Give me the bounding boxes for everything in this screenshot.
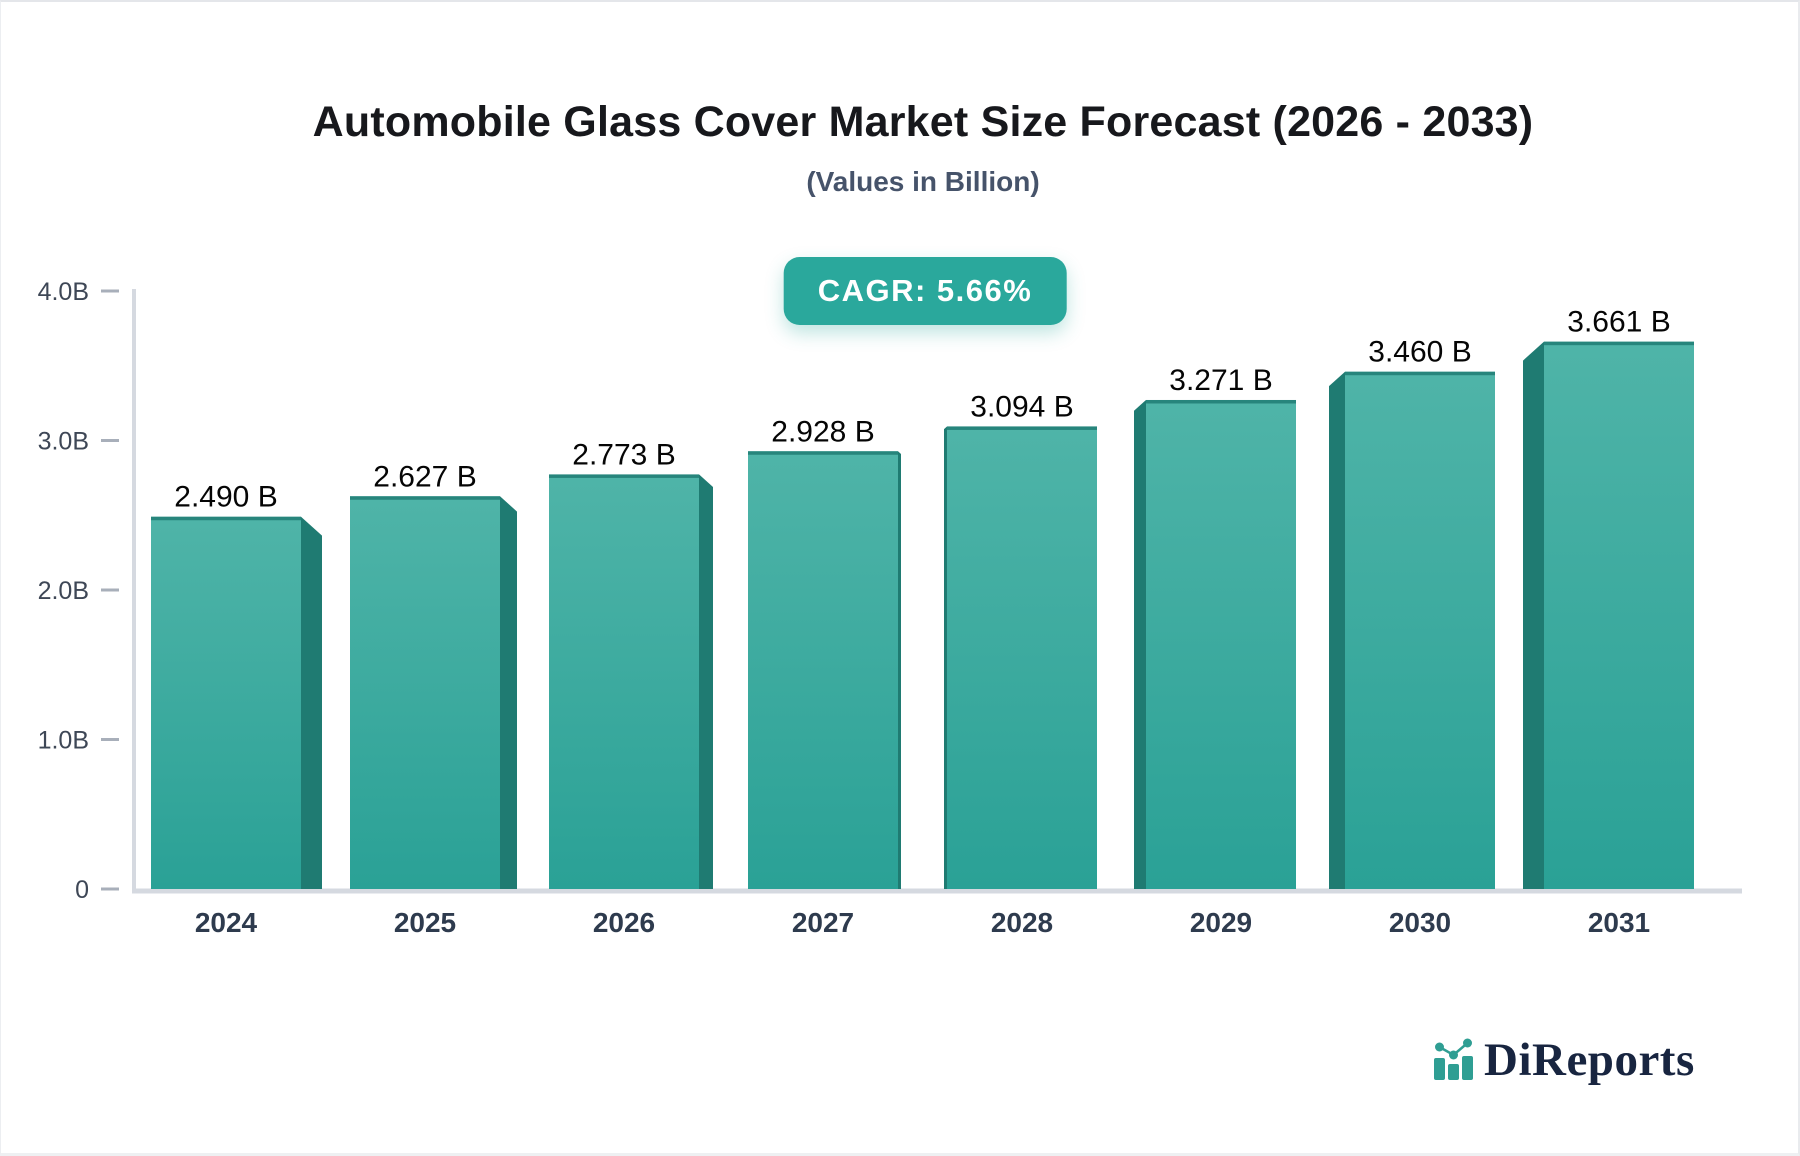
bar-2028	[947, 426, 1097, 889]
bar-value-label-2026: 2.773 B	[572, 438, 675, 471]
cagr-badge: CAGR: 5.66%	[783, 257, 1067, 325]
x-axis-label-2030: 2030	[1389, 907, 1451, 938]
x-axis-label-2024: 2024	[195, 907, 258, 938]
brand-logo-icon	[1434, 1038, 1473, 1080]
y-tick-label: 1.0B	[38, 727, 89, 755]
y-tick-label: 0	[75, 876, 89, 904]
brand-name: DiReports	[1484, 1034, 1695, 1086]
bar-value-label-2029: 3.271 B	[1169, 364, 1272, 397]
brand-logo: DiReports	[1431, 1036, 1695, 1084]
bar-top-edge-2031	[1544, 341, 1694, 346]
bar-value-label-2028: 3.094 B	[970, 390, 1073, 423]
bar-top-edge-2027	[748, 451, 898, 455]
bar-side-2026	[699, 474, 713, 889]
chart-title: Automobile Glass Cover Market Size Forec…	[312, 98, 1534, 146]
x-axis-label-2028: 2028	[991, 907, 1053, 938]
bar-side-2028	[944, 426, 947, 889]
bar-top-edge-2030	[1345, 371, 1495, 376]
bar-side-2029	[1134, 399, 1146, 889]
x-axis-label-2027: 2027	[792, 907, 854, 938]
bar-side-2024	[301, 516, 322, 889]
cagr-badge-label: CAGR: 5.66%	[817, 273, 1033, 308]
bar-side-2027	[898, 451, 901, 889]
y-tick-label: 3.0B	[38, 428, 89, 456]
x-axis-label-2026: 2026	[593, 907, 655, 938]
bar-2025	[350, 496, 500, 889]
bar-side-2025	[500, 496, 517, 889]
bar-value-label-2025: 2.627 B	[373, 460, 476, 493]
y-tick-label: 2.0B	[38, 577, 89, 605]
bar-2029	[1146, 399, 1296, 889]
bar-top-edge-2024	[151, 516, 301, 521]
y-tick-label: 4.0B	[38, 278, 89, 306]
bar-2027	[748, 451, 898, 889]
chart-subtitle: (Values in Billion)	[806, 166, 1040, 197]
bar-side-2030	[1329, 371, 1345, 890]
bar-2031	[1544, 341, 1694, 889]
bar-2024	[151, 516, 301, 889]
bar-top-edge-2025	[350, 496, 500, 500]
bar-top-edge-2028	[947, 426, 1097, 430]
x-axis-label-2029: 2029	[1190, 907, 1252, 938]
bar-value-label-2030: 3.460 B	[1368, 336, 1471, 369]
bar-top-edge-2029	[1146, 399, 1296, 404]
bar-2026	[549, 474, 699, 889]
bar-2030	[1345, 371, 1495, 890]
bar-side-2031	[1523, 341, 1544, 889]
x-axis-label-2025: 2025	[394, 907, 456, 938]
bar-value-label-2024: 2.490 B	[174, 481, 277, 514]
bar-value-label-2031: 3.661 B	[1567, 306, 1670, 339]
bar-top-edge-2026	[549, 474, 699, 478]
x-axis-label-2031: 2031	[1588, 907, 1650, 938]
bar-value-label-2027: 2.928 B	[771, 415, 874, 448]
